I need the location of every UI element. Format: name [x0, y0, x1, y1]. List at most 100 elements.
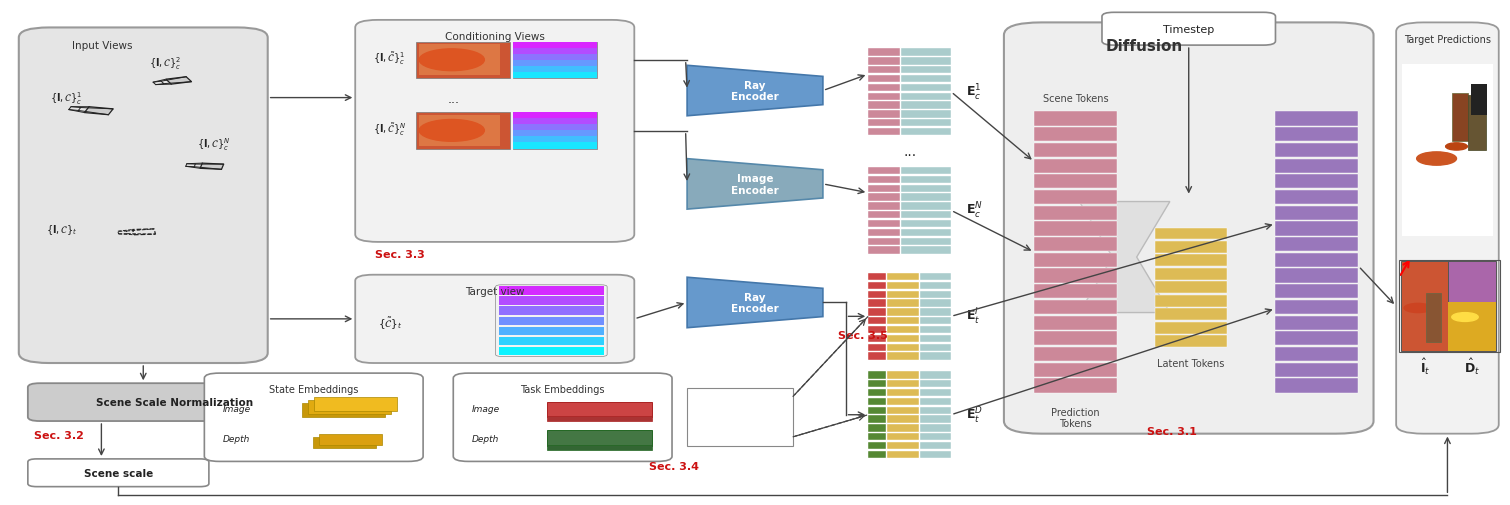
Text: $\{\mathbf{I},\mathcal{C}\}_c^N$: $\{\mathbf{I},\mathcal{C}\}_c^N$: [196, 136, 231, 153]
Bar: [868, 451, 886, 458]
FancyBboxPatch shape: [1397, 23, 1499, 434]
Bar: [868, 352, 886, 360]
Bar: [1276, 159, 1359, 173]
Bar: [868, 425, 886, 432]
FancyBboxPatch shape: [204, 373, 423, 462]
Bar: [868, 58, 900, 66]
Text: Ray
Encoder: Ray Encoder: [731, 292, 779, 314]
Bar: [888, 318, 918, 325]
Bar: [920, 326, 951, 334]
Text: Image
Encoder: Image Encoder: [731, 174, 779, 195]
Bar: [1034, 143, 1117, 158]
Text: Diffusion: Diffusion: [1105, 38, 1182, 54]
Bar: [901, 111, 951, 118]
Bar: [868, 407, 886, 414]
Bar: [319, 434, 382, 445]
Bar: [513, 143, 596, 149]
Bar: [901, 185, 951, 192]
Bar: [498, 347, 604, 356]
Text: Depth: Depth: [222, 434, 249, 443]
Bar: [920, 309, 951, 316]
Text: $\mathbf{E}_t^I$: $\mathbf{E}_t^I$: [966, 307, 980, 327]
Bar: [1276, 363, 1359, 377]
Bar: [1034, 253, 1117, 268]
Bar: [308, 400, 391, 415]
Bar: [498, 317, 604, 326]
Text: Ray
Encoder: Ray Encoder: [731, 81, 779, 102]
Bar: [868, 416, 886, 423]
Bar: [513, 131, 596, 137]
Bar: [1155, 322, 1228, 334]
Bar: [868, 389, 886, 396]
Bar: [513, 42, 596, 48]
Bar: [868, 229, 900, 237]
FancyBboxPatch shape: [18, 28, 267, 363]
Bar: [901, 129, 951, 136]
Bar: [1034, 316, 1117, 330]
Bar: [888, 380, 918, 388]
Text: ...: ...: [447, 92, 459, 106]
Bar: [868, 282, 886, 289]
FancyBboxPatch shape: [1004, 23, 1374, 434]
Bar: [1471, 85, 1487, 116]
Bar: [868, 185, 900, 192]
Text: $\hat{\mathbf{I}}_t$: $\hat{\mathbf{I}}_t$: [1419, 356, 1430, 376]
Bar: [868, 129, 900, 136]
Bar: [1448, 262, 1496, 351]
Bar: [920, 380, 951, 388]
Bar: [1155, 309, 1228, 321]
Bar: [868, 318, 886, 325]
Bar: [513, 67, 596, 73]
FancyBboxPatch shape: [355, 21, 634, 242]
Bar: [1276, 128, 1359, 142]
Bar: [888, 442, 918, 449]
Bar: [498, 287, 604, 295]
Bar: [888, 389, 918, 396]
Bar: [415, 42, 510, 79]
Bar: [1276, 237, 1359, 252]
Bar: [513, 42, 596, 79]
Bar: [1276, 332, 1359, 346]
Bar: [687, 388, 793, 445]
Bar: [1448, 302, 1496, 351]
Bar: [888, 300, 918, 307]
Bar: [901, 102, 951, 110]
Bar: [513, 113, 596, 149]
FancyBboxPatch shape: [453, 373, 672, 462]
Bar: [901, 221, 951, 228]
Bar: [547, 431, 652, 445]
Bar: [888, 398, 918, 406]
Bar: [888, 372, 918, 379]
Bar: [901, 93, 951, 100]
Bar: [313, 437, 376, 448]
FancyBboxPatch shape: [27, 383, 322, 421]
Text: $\hat{\mathbf{D}}_t$: $\hat{\mathbf{D}}_t$: [1465, 356, 1480, 376]
Text: Scene Tokens: Scene Tokens: [1043, 94, 1108, 104]
Text: Task Embeddings: Task Embeddings: [521, 384, 606, 394]
Bar: [888, 273, 918, 281]
Bar: [513, 125, 596, 131]
Text: Latent Tokens: Latent Tokens: [1157, 359, 1225, 368]
Text: Sec. 3.1: Sec. 3.1: [1148, 426, 1197, 436]
Bar: [513, 55, 596, 61]
Bar: [868, 111, 900, 118]
Bar: [415, 113, 510, 149]
FancyBboxPatch shape: [1102, 13, 1276, 46]
Text: Sec. 3.2: Sec. 3.2: [33, 430, 83, 440]
Bar: [1276, 300, 1359, 315]
Bar: [888, 416, 918, 423]
Bar: [1276, 112, 1359, 126]
Bar: [1155, 335, 1228, 347]
Text: $\{\mathbf{I},\tilde{\mathcal{C}}\}_c^1$: $\{\mathbf{I},\tilde{\mathcal{C}}\}_c^1$: [373, 50, 406, 67]
Bar: [1427, 293, 1441, 343]
Bar: [920, 451, 951, 458]
Bar: [1034, 190, 1117, 205]
Bar: [868, 335, 886, 342]
Bar: [920, 352, 951, 360]
Text: Image: Image: [471, 404, 500, 413]
Bar: [868, 168, 900, 175]
Circle shape: [420, 50, 485, 72]
Bar: [1155, 241, 1228, 254]
Text: $\{\mathbf{I},\mathcal{C}\}_c^1$: $\{\mathbf{I},\mathcal{C}\}_c^1$: [50, 90, 83, 107]
Bar: [1155, 268, 1228, 280]
